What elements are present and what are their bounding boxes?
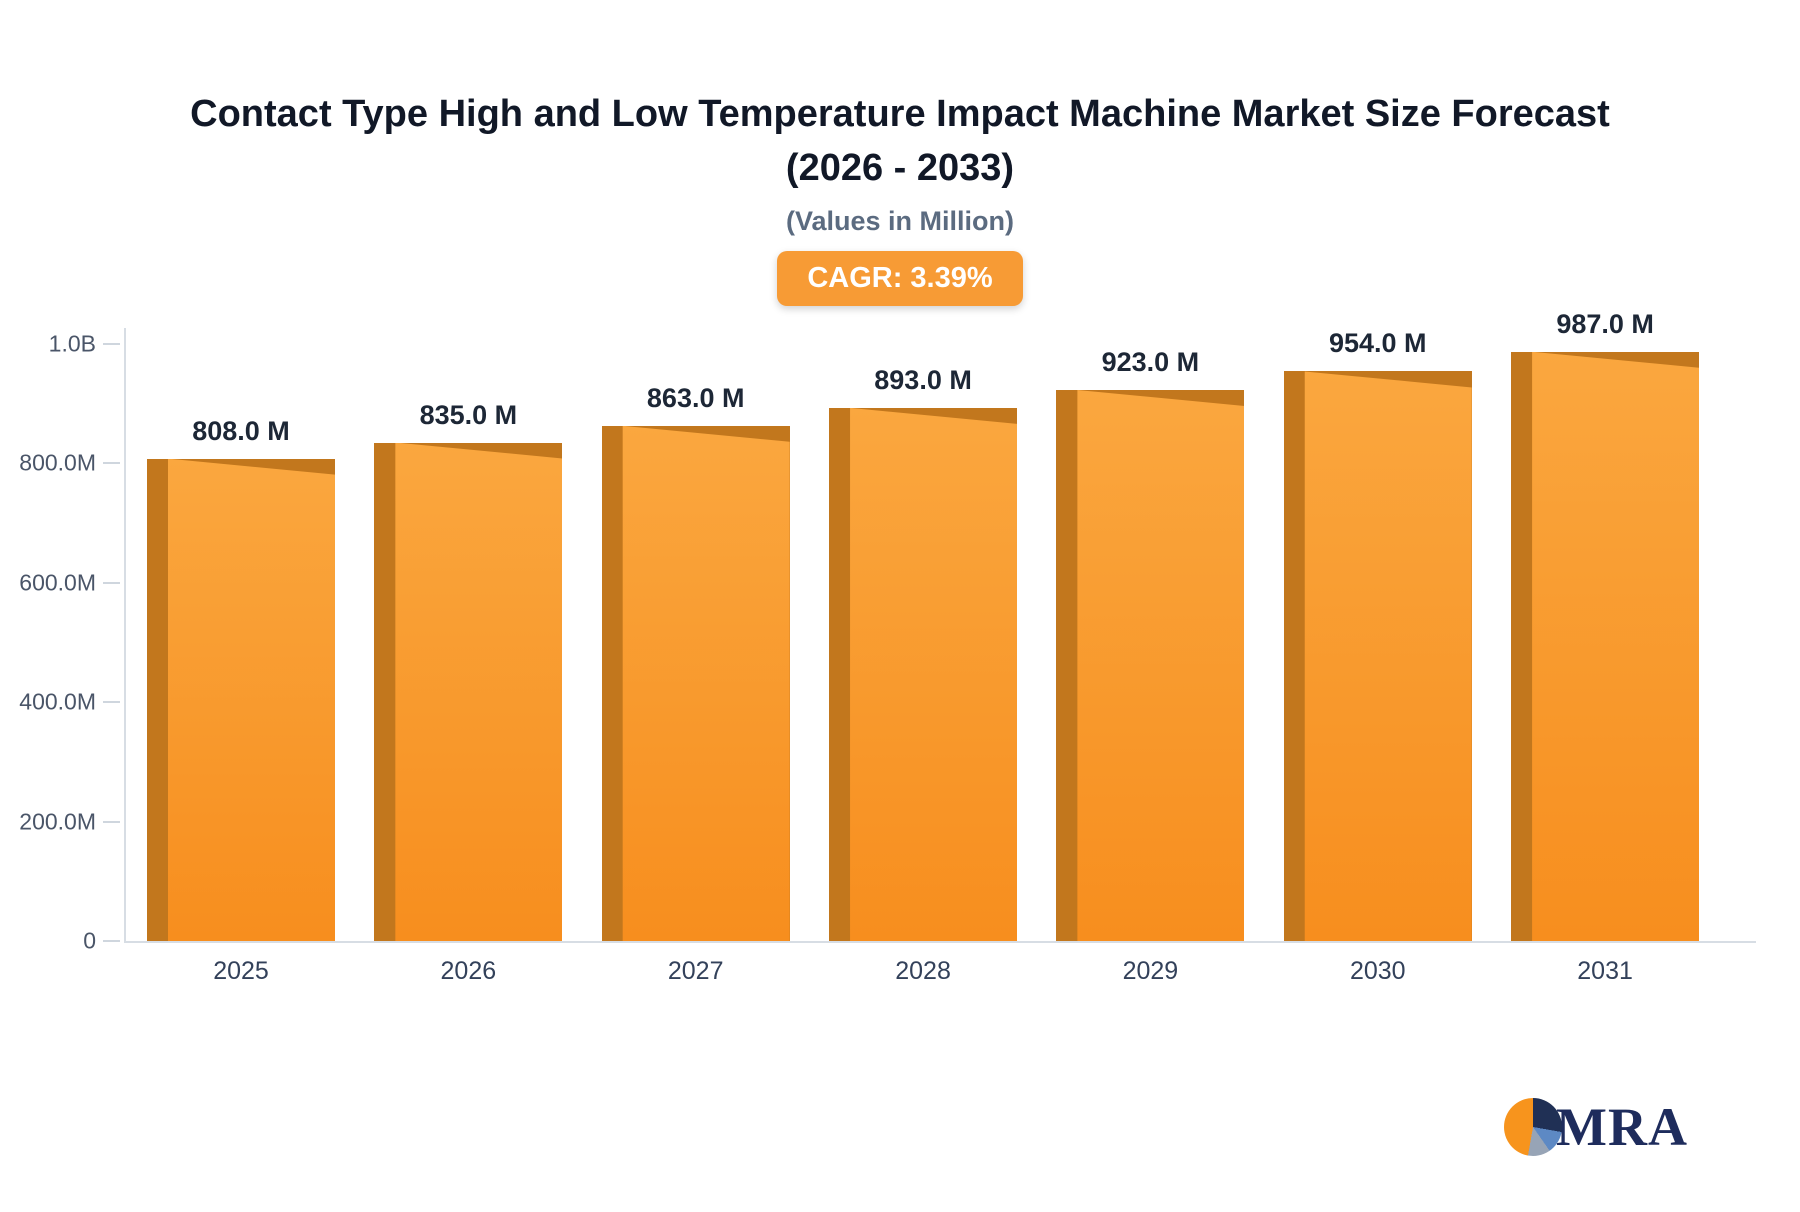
plot-area: 1.0B 800.0M 600.0M 400.0M 200.0M 0 808.0 M 2025… [19, 309, 1756, 985]
y-tick-label: 800.0M [19, 449, 96, 476]
bar-value-label: 863.0 M [646, 382, 745, 413]
x-axis-label: 2025 [213, 957, 269, 985]
cagr-badge: CAGR: 3.39% [777, 250, 1023, 306]
y-tick-mark [103, 701, 120, 704]
chart-title: Contact Type High and Low Temperature Im… [0, 0, 1800, 196]
y-tick-label: 600.0M [19, 569, 96, 596]
x-axis-label: 2026 [440, 957, 497, 985]
bar-2029[interactable] [1056, 389, 1245, 941]
bar-front [1532, 351, 1700, 941]
y-axis-line [124, 328, 126, 941]
mra-logo-text: MRA [1556, 1097, 1688, 1157]
mra-logo-icon [1504, 1098, 1563, 1156]
bar-value-label: 893.0 M [874, 364, 972, 395]
y-tick-mark [103, 581, 120, 584]
bar-value-label: 954.0 M [1328, 328, 1427, 359]
bar-2027[interactable] [601, 425, 790, 941]
mra-logo: MRA [1504, 1096, 1688, 1158]
chart-title-line2: (2026 - 2033) [785, 146, 1015, 189]
y-tick-label: 400.0M [19, 688, 96, 715]
bar-2026[interactable] [374, 442, 563, 941]
bar-value-label: 835.0 M [419, 399, 518, 430]
y-tick-label: 0 [83, 927, 96, 954]
bar-value-label: 923.0 M [1101, 346, 1200, 377]
x-axis-label: 2029 [1122, 957, 1179, 985]
bar-front [395, 442, 563, 941]
y-tick-label: 200.0M [19, 808, 96, 835]
bar-front [1304, 371, 1472, 941]
x-axis-line [124, 941, 1756, 943]
bar-2031[interactable] [1511, 351, 1700, 941]
y-tick-mark [103, 820, 120, 823]
bar-front [1077, 389, 1245, 941]
chart-title-line1: Contact Type High and Low Temperature Im… [190, 93, 1610, 135]
y-tick-mark [103, 462, 120, 465]
bar-value-label: 987.0 M [1556, 308, 1654, 339]
bar-2025[interactable] [147, 458, 335, 941]
bar-value-label: 808.0 M [192, 415, 290, 446]
x-axis-label: 2027 [667, 957, 724, 985]
bar-2030[interactable] [1283, 371, 1472, 941]
y-tick-mark [103, 343, 120, 345]
bar-front [622, 425, 790, 941]
x-axis-label: 2028 [895, 957, 951, 985]
y-tick-label: 1.0B [48, 330, 96, 357]
y-tick-mark [103, 940, 120, 942]
bar-front [850, 407, 1018, 941]
chart-subtitle: (Values in Million) [785, 205, 1015, 236]
bar-front [168, 458, 335, 941]
x-axis-label: 2030 [1349, 957, 1406, 985]
bar-2028[interactable] [829, 407, 1018, 941]
x-axis-label: 2031 [1577, 957, 1633, 985]
